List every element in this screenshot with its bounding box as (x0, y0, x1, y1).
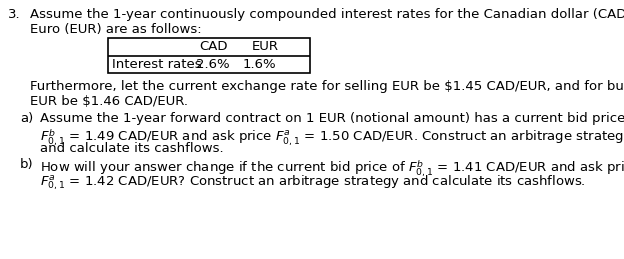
Text: b): b) (20, 158, 34, 171)
Text: How will your answer change if the current bid price of $F^b_{0,1}$ = 1.41 CAD/E: How will your answer change if the curre… (40, 158, 624, 179)
Text: $F^a_{0,1}$ = 1.42 CAD/EUR? Construct an arbitrage strategy and calculate its ca: $F^a_{0,1}$ = 1.42 CAD/EUR? Construct an… (40, 173, 586, 192)
Text: Assume the 1-year continuously compounded interest rates for the Canadian dollar: Assume the 1-year continuously compounde… (30, 8, 624, 21)
Text: and calculate its cashflows.: and calculate its cashflows. (40, 142, 223, 155)
Text: 1.6%: 1.6% (243, 58, 276, 71)
Text: Interest rates: Interest rates (112, 58, 202, 71)
Text: CAD: CAD (199, 40, 227, 54)
Text: 2.6%: 2.6% (196, 58, 230, 71)
Text: Assume the 1-year forward contract on 1 EUR (notional amount) has a current bid : Assume the 1-year forward contract on 1 … (40, 112, 624, 125)
Text: 3.: 3. (8, 8, 21, 21)
Text: EUR: EUR (252, 40, 279, 54)
Text: Euro (EUR) are as follows:: Euro (EUR) are as follows: (30, 23, 202, 36)
Text: a): a) (20, 112, 33, 125)
Text: $F^b_{0,1}$ = 1.49 CAD/EUR and ask price $F^a_{0,1}$ = 1.50 CAD/EUR. Construct a: $F^b_{0,1}$ = 1.49 CAD/EUR and ask price… (40, 127, 624, 148)
Text: Furthermore, let the current exchange rate for selling EUR be $1.45 CAD/EUR, and: Furthermore, let the current exchange ra… (30, 80, 624, 93)
Text: EUR be $1.46 CAD/EUR.: EUR be $1.46 CAD/EUR. (30, 95, 188, 108)
